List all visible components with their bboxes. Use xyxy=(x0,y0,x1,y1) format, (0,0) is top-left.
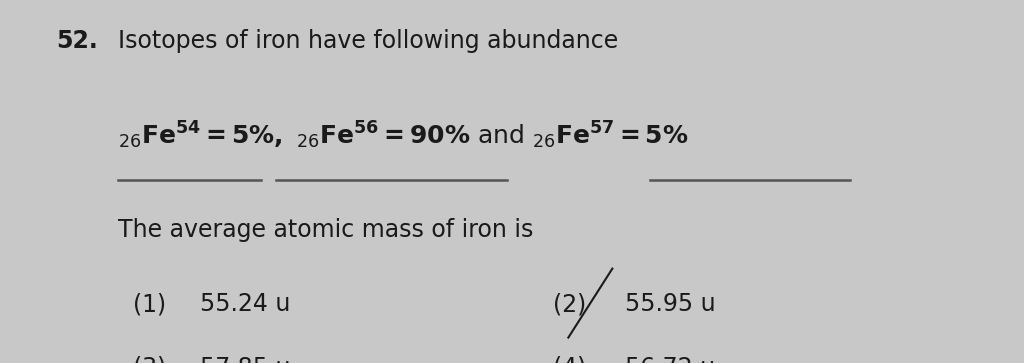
Text: 57.85 u: 57.85 u xyxy=(200,356,290,363)
Text: (3): (3) xyxy=(133,356,166,363)
Text: 55.24 u: 55.24 u xyxy=(200,292,290,316)
Text: 52.: 52. xyxy=(56,29,98,53)
Text: $\mathregular{_{26}}$$\mathbf{Fe^{54}}$$\mathbf{ = 5\%}$$\mathbf{,\ }$$\mathregu: $\mathregular{_{26}}$$\mathbf{Fe^{54}}$$… xyxy=(118,120,688,151)
Text: (1): (1) xyxy=(133,292,166,316)
Text: (4): (4) xyxy=(553,356,586,363)
Text: The average atomic mass of iron is: The average atomic mass of iron is xyxy=(118,218,534,242)
Text: 55.95 u: 55.95 u xyxy=(625,292,716,316)
Text: 56.72 u: 56.72 u xyxy=(625,356,715,363)
Text: Isotopes of iron have following abundance: Isotopes of iron have following abundanc… xyxy=(118,29,618,53)
Text: (2): (2) xyxy=(553,292,586,316)
